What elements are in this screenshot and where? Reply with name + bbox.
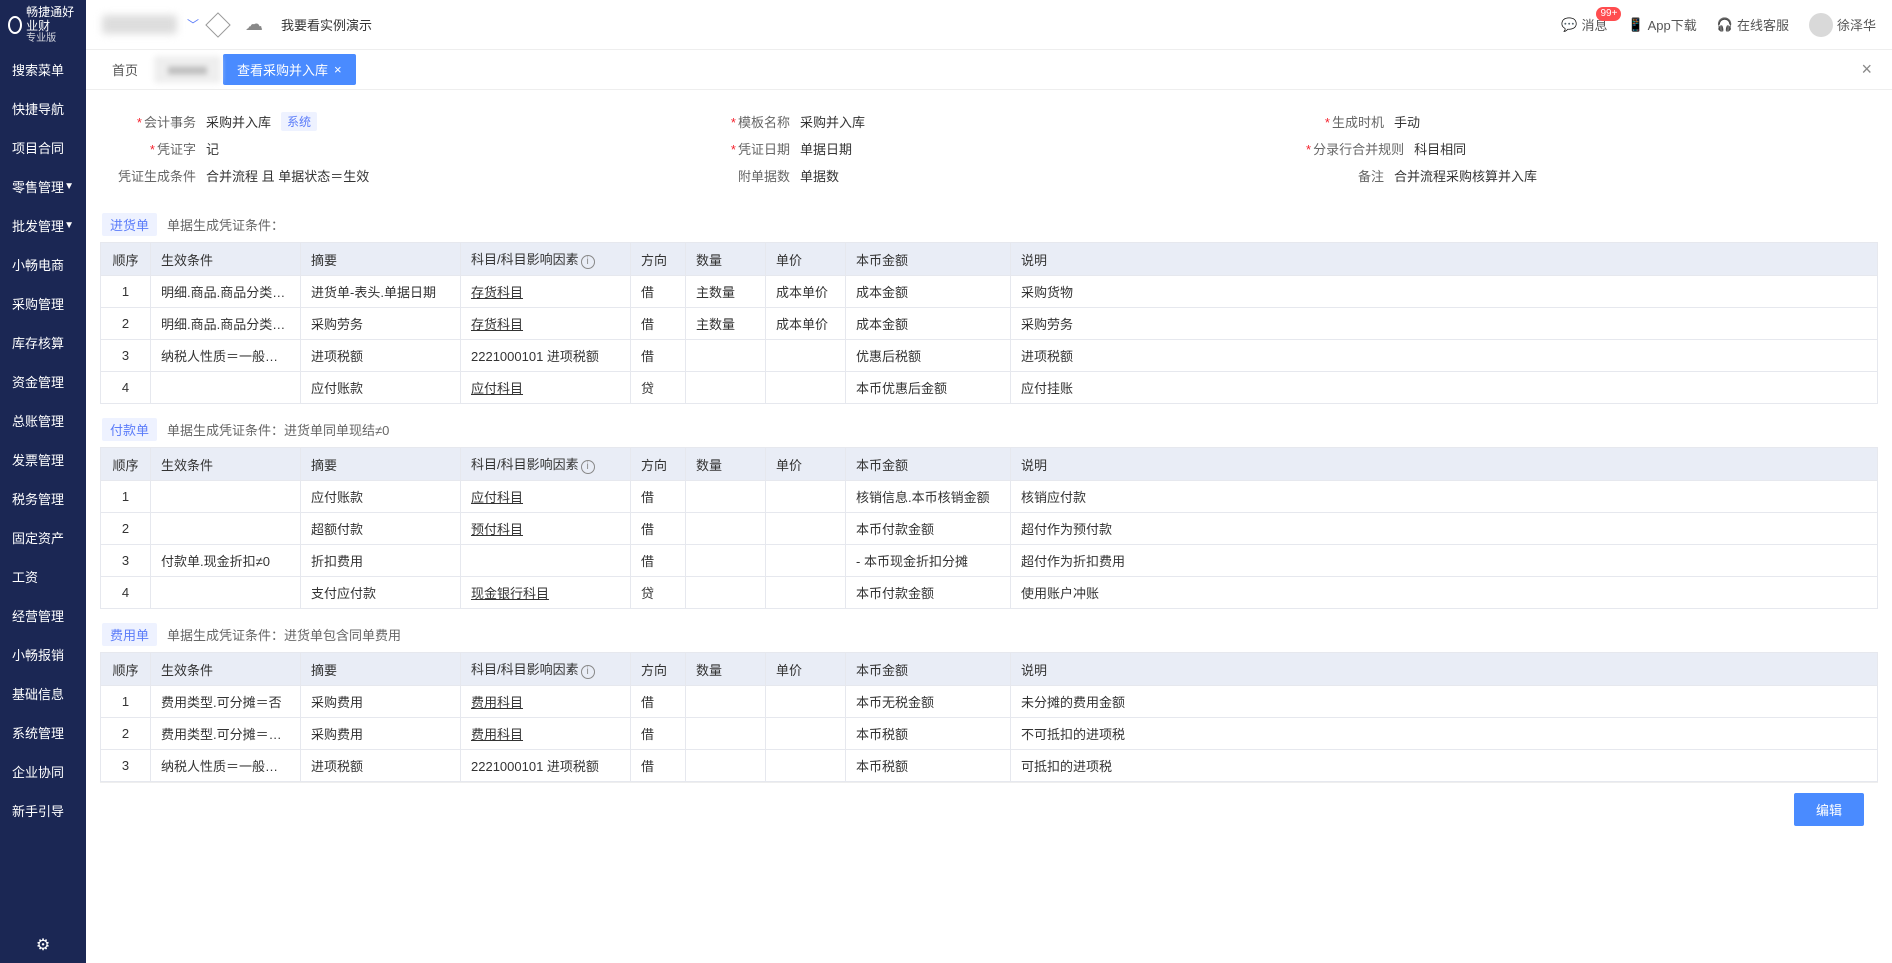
sidebar-item-3[interactable]: 零售管理▼	[0, 167, 86, 206]
caret-down-icon: ▼	[64, 220, 74, 231]
settings-hex-icon[interactable]	[205, 12, 230, 37]
tab-blurred[interactable]: xxxxxx	[154, 56, 221, 83]
section-1: 付款单单据生成凭证条件：进货单同单现结≠0 顺序生效条件摘要科目/科目影响因素i方…	[100, 412, 1878, 609]
accounting-affair: 采购并入库	[206, 112, 271, 131]
caret-down-icon: ▼	[64, 181, 74, 192]
close-icon[interactable]: ×	[334, 62, 342, 77]
sidebar-item-1[interactable]: 快捷导航	[0, 89, 86, 128]
section-title: 费用单	[102, 623, 157, 646]
section-condition: 单据生成凭证条件：	[167, 215, 284, 234]
subject-link[interactable]: 现金银行科目	[471, 586, 549, 601]
form-header: *会计事务 采购并入库 系统 *模板名称 采购并入库 *生成时机 手动 *凭证字…	[100, 102, 1878, 199]
cloud-icon: ☁	[245, 14, 263, 35]
brand-name: 畅捷通好业财	[26, 6, 78, 32]
table-row: 3纳税人性质＝一般纳税人 且 支进项税额2221000101 进项税额借优惠后税…	[101, 340, 1878, 372]
chevron-down-icon: ﹀	[187, 16, 199, 33]
sidebar-item-17[interactable]: 系统管理	[0, 713, 86, 752]
table-row: 1明细.商品.商品分类＝货物进货单-表头.单据日期存货科目借主数量成本单价成本金…	[101, 276, 1878, 308]
demo-link[interactable]: 我要看实例演示	[281, 15, 372, 34]
msg-badge: 99+	[1596, 7, 1621, 21]
table-row: 2费用类型.可分摊＝否 且 (纳税采购费用费用科目借本币税额不可抵扣的进项税	[101, 718, 1878, 750]
sidebar-item-8[interactable]: 资金管理	[0, 362, 86, 401]
subject-link[interactable]: 预付科目	[471, 522, 523, 537]
sidebar: 畅捷通好业财 专业版 搜索菜单快捷导航项目合同零售管理▼批发管理▼小畅电商采购管…	[0, 0, 86, 963]
org-name-blurred: xxxxxx	[102, 15, 177, 34]
brand-logo: 畅捷通好业财 专业版	[0, 0, 86, 50]
sidebar-item-9[interactable]: 总账管理	[0, 401, 86, 440]
info-icon[interactable]: i	[581, 460, 595, 474]
entry-table: 顺序生效条件摘要科目/科目影响因素i方向数量单价本币金额说明1费用类型.可分摊＝…	[100, 652, 1878, 782]
section-title: 进货单	[102, 213, 157, 236]
sidebar-item-10[interactable]: 发票管理	[0, 440, 86, 479]
tabs-close-all[interactable]: ×	[1853, 55, 1880, 84]
info-icon[interactable]: i	[581, 255, 595, 269]
table-row: 1费用类型.可分摊＝否采购费用费用科目借本币无税金额未分摊的费用金额	[101, 686, 1878, 718]
section-condition: 单据生成凭证条件：进货单包含同单费用	[167, 625, 401, 644]
sidebar-item-19[interactable]: 新手引导	[0, 791, 86, 830]
app-download-button[interactable]: 📱 App下载	[1627, 15, 1696, 34]
headset-icon: 🎧	[1717, 17, 1733, 33]
sidebar-item-5[interactable]: 小畅电商	[0, 245, 86, 284]
subject-link[interactable]: 存货科目	[471, 285, 523, 300]
table-row: 2明细.商品.商品分类＝劳务采购劳务存货科目借主数量成本单价成本金额采购劳务	[101, 308, 1878, 340]
user-menu[interactable]: 徐泽华	[1809, 13, 1876, 37]
subject-link[interactable]: 存货科目	[471, 317, 523, 332]
subject-link[interactable]: 应付科目	[471, 381, 523, 396]
edit-button[interactable]: 编辑	[1794, 793, 1864, 826]
messages-button[interactable]: 💬 消息 99+	[1561, 15, 1607, 34]
entry-table: 顺序生效条件摘要科目/科目影响因素i方向数量单价本币金额说明1应付账款应付科目借…	[100, 447, 1878, 609]
subject-link[interactable]: 费用科目	[471, 727, 523, 742]
table-row: 3纳税人性质＝一般纳税人 且 (进项税额2221000101 进项税额借本币税额…	[101, 750, 1878, 782]
tab-active[interactable]: 查看采购并入库 ×	[223, 54, 356, 85]
sidebar-nav: 搜索菜单快捷导航项目合同零售管理▼批发管理▼小畅电商采购管理库存核算资金管理总账…	[0, 50, 86, 927]
template-name: 采购并入库	[800, 112, 865, 131]
page-tabs: 首页 xxxxxx 查看采购并入库 × ×	[86, 50, 1892, 90]
table-row: 1应付账款应付科目借核销信息.本币核销金额核销应付款	[101, 481, 1878, 513]
sidebar-item-15[interactable]: 小畅报销	[0, 635, 86, 674]
sidebar-item-14[interactable]: 经营管理	[0, 596, 86, 635]
gen-condition: 合并流程 且 单据状态＝生效	[206, 166, 369, 185]
gear-icon[interactable]: ⚙	[36, 937, 50, 954]
tab-home[interactable]: 首页	[98, 54, 152, 85]
subject-link[interactable]: 费用科目	[471, 695, 523, 710]
footer-bar: 编辑	[100, 782, 1878, 836]
content-area: *会计事务 采购并入库 系统 *模板名称 采购并入库 *生成时机 手动 *凭证字…	[86, 90, 1892, 963]
sidebar-item-13[interactable]: 工资	[0, 557, 86, 596]
chat-icon: 💬	[1561, 17, 1577, 33]
table-row: 2超额付款预付科目借本币付款金额超付作为预付款	[101, 513, 1878, 545]
brand-edition: 专业版	[26, 33, 78, 44]
customer-service-button[interactable]: 🎧 在线客服	[1717, 15, 1789, 34]
table-row: 4应付账款应付科目贷本币优惠后金额应付挂账	[101, 372, 1878, 404]
section-title: 付款单	[102, 418, 157, 441]
table-row: 4支付应付款现金银行科目贷本币付款金额使用账户冲账	[101, 577, 1878, 609]
subject-link[interactable]: 应付科目	[471, 490, 523, 505]
avatar-icon	[1809, 13, 1833, 37]
generate-timing: 手动	[1394, 112, 1420, 131]
sidebar-item-16[interactable]: 基础信息	[0, 674, 86, 713]
entry-table: 顺序生效条件摘要科目/科目影响因素i方向数量单价本币金额说明1明细.商品.商品分…	[100, 242, 1878, 404]
section-2: 费用单单据生成凭证条件：进货单包含同单费用顺序生效条件摘要科目/科目影响因素i方…	[100, 617, 1878, 782]
topbar: xxxxxx ﹀ ☁ 我要看实例演示 💬 消息 99+ 📱 App下载 🎧	[86, 0, 1892, 50]
sidebar-item-12[interactable]: 固定资产	[0, 518, 86, 557]
system-tag: 系统	[281, 112, 317, 131]
voucher-date: 单据日期	[800, 139, 852, 158]
remark: 合并流程采购核算并入库	[1394, 166, 1537, 185]
sidebar-item-0[interactable]: 搜索菜单	[0, 50, 86, 89]
phone-icon: 📱	[1627, 17, 1643, 33]
sidebar-item-18[interactable]: 企业协同	[0, 752, 86, 791]
org-selector[interactable]: xxxxxx ﹀	[102, 15, 227, 34]
sidebar-item-6[interactable]: 采购管理	[0, 284, 86, 323]
section-0: 进货单单据生成凭证条件： 顺序生效条件摘要科目/科目影响因素i方向数量单价本币金额…	[100, 207, 1878, 404]
merge-rule: 科目相同	[1414, 139, 1466, 158]
section-condition: 单据生成凭证条件：进货单同单现结≠0	[167, 420, 389, 439]
sidebar-item-11[interactable]: 税务管理	[0, 479, 86, 518]
sidebar-item-2[interactable]: 项目合同	[0, 128, 86, 167]
voucher-word: 记	[206, 139, 219, 158]
sidebar-item-7[interactable]: 库存核算	[0, 323, 86, 362]
info-icon[interactable]: i	[581, 665, 595, 679]
attachment-count: 单据数	[800, 166, 839, 185]
logo-icon	[8, 16, 22, 34]
sidebar-item-4[interactable]: 批发管理▼	[0, 206, 86, 245]
table-row: 3付款单.现金折扣≠0折扣费用借- 本币现金折扣分摊超付作为折扣费用	[101, 545, 1878, 577]
